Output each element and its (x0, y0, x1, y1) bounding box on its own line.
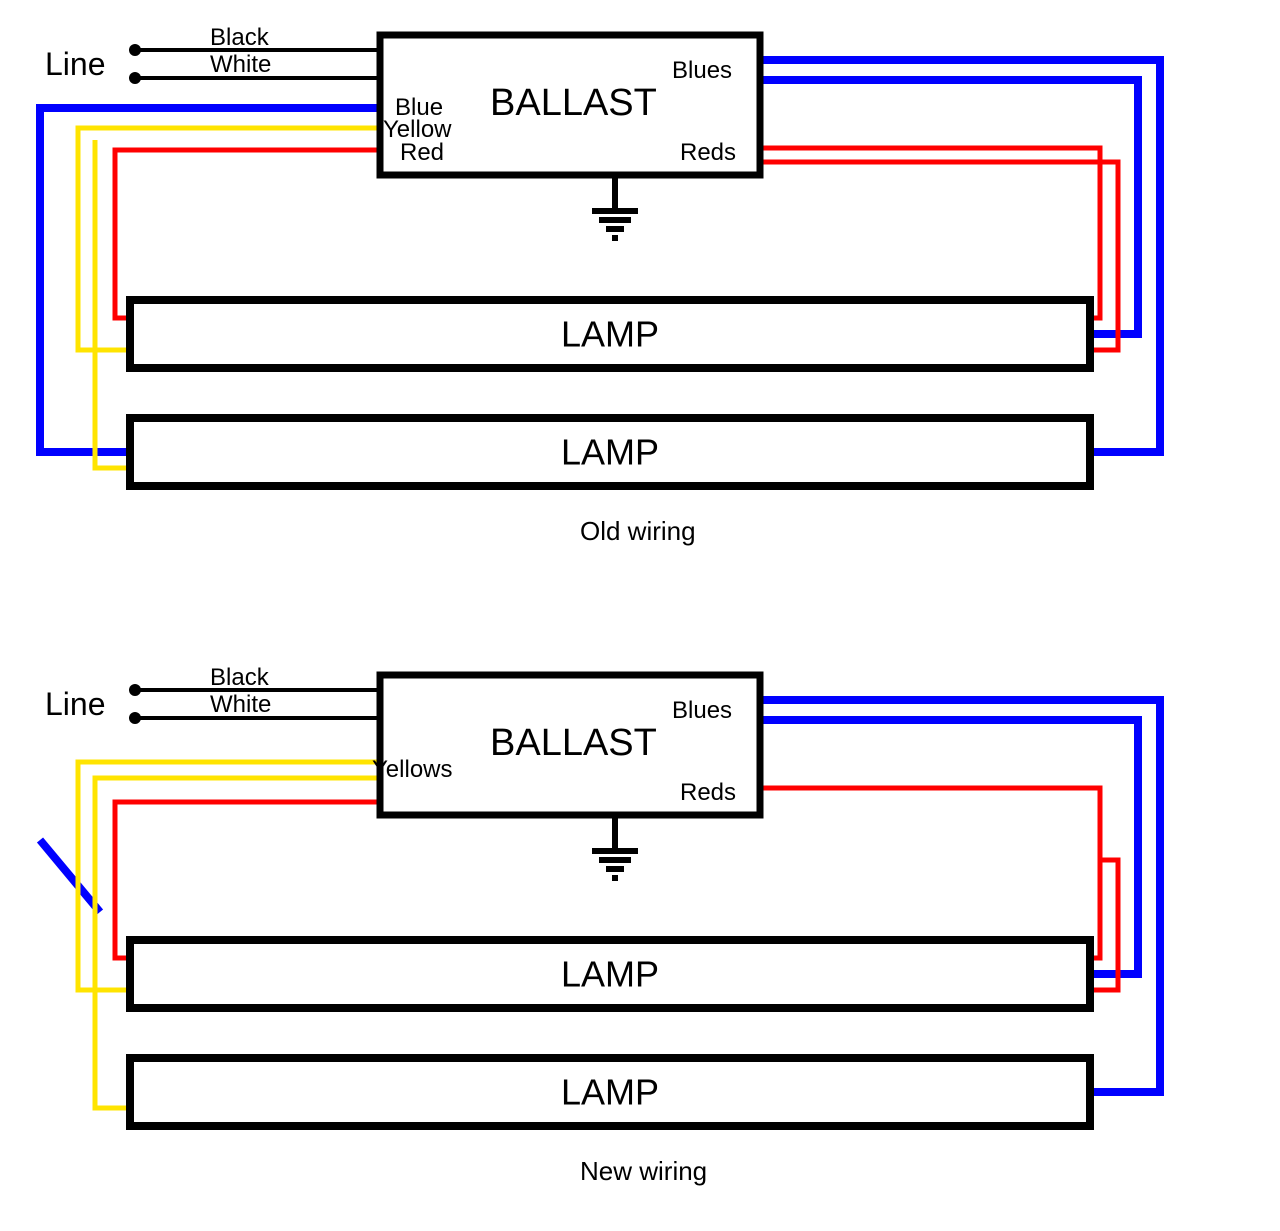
ballast-pin-blues: Blues (672, 697, 732, 724)
lamp-2-label: LAMP (561, 432, 659, 473)
line-label: Line (45, 686, 106, 722)
line-black-label: Black (210, 24, 270, 51)
ballast-pin-reds: Reds (680, 779, 736, 806)
ballast-pin-blues: Blues (672, 57, 732, 84)
lamp-1-label: LAMP (561, 314, 659, 355)
wiring-diagram-new: BALLAST Yellows Blues Reds LAMP LAMP Line Black… (40, 664, 1160, 1186)
ballast-label: BALLAST (490, 722, 657, 764)
caption-new: New wiring (580, 1156, 707, 1186)
wiring-diagram-old: BALLASTBlueYellowRedBluesRedsLAMPLAMPLin… (40, 24, 1160, 546)
ballast-pin-yellows: Yellows (372, 756, 453, 783)
line-white-label: White (210, 691, 271, 718)
line-label: Line (45, 46, 106, 82)
line-black-label: Black (210, 664, 270, 691)
ballast-label: BALLAST (490, 82, 657, 124)
line-white-label: White (210, 51, 271, 78)
lamp-2-label: LAMP (561, 1072, 659, 1113)
lamp-1-label: LAMP (561, 954, 659, 995)
ballast-pin-red: Red (400, 139, 444, 166)
caption-old: Old wiring (580, 516, 696, 546)
ballast-pin-reds: Reds (680, 139, 736, 166)
